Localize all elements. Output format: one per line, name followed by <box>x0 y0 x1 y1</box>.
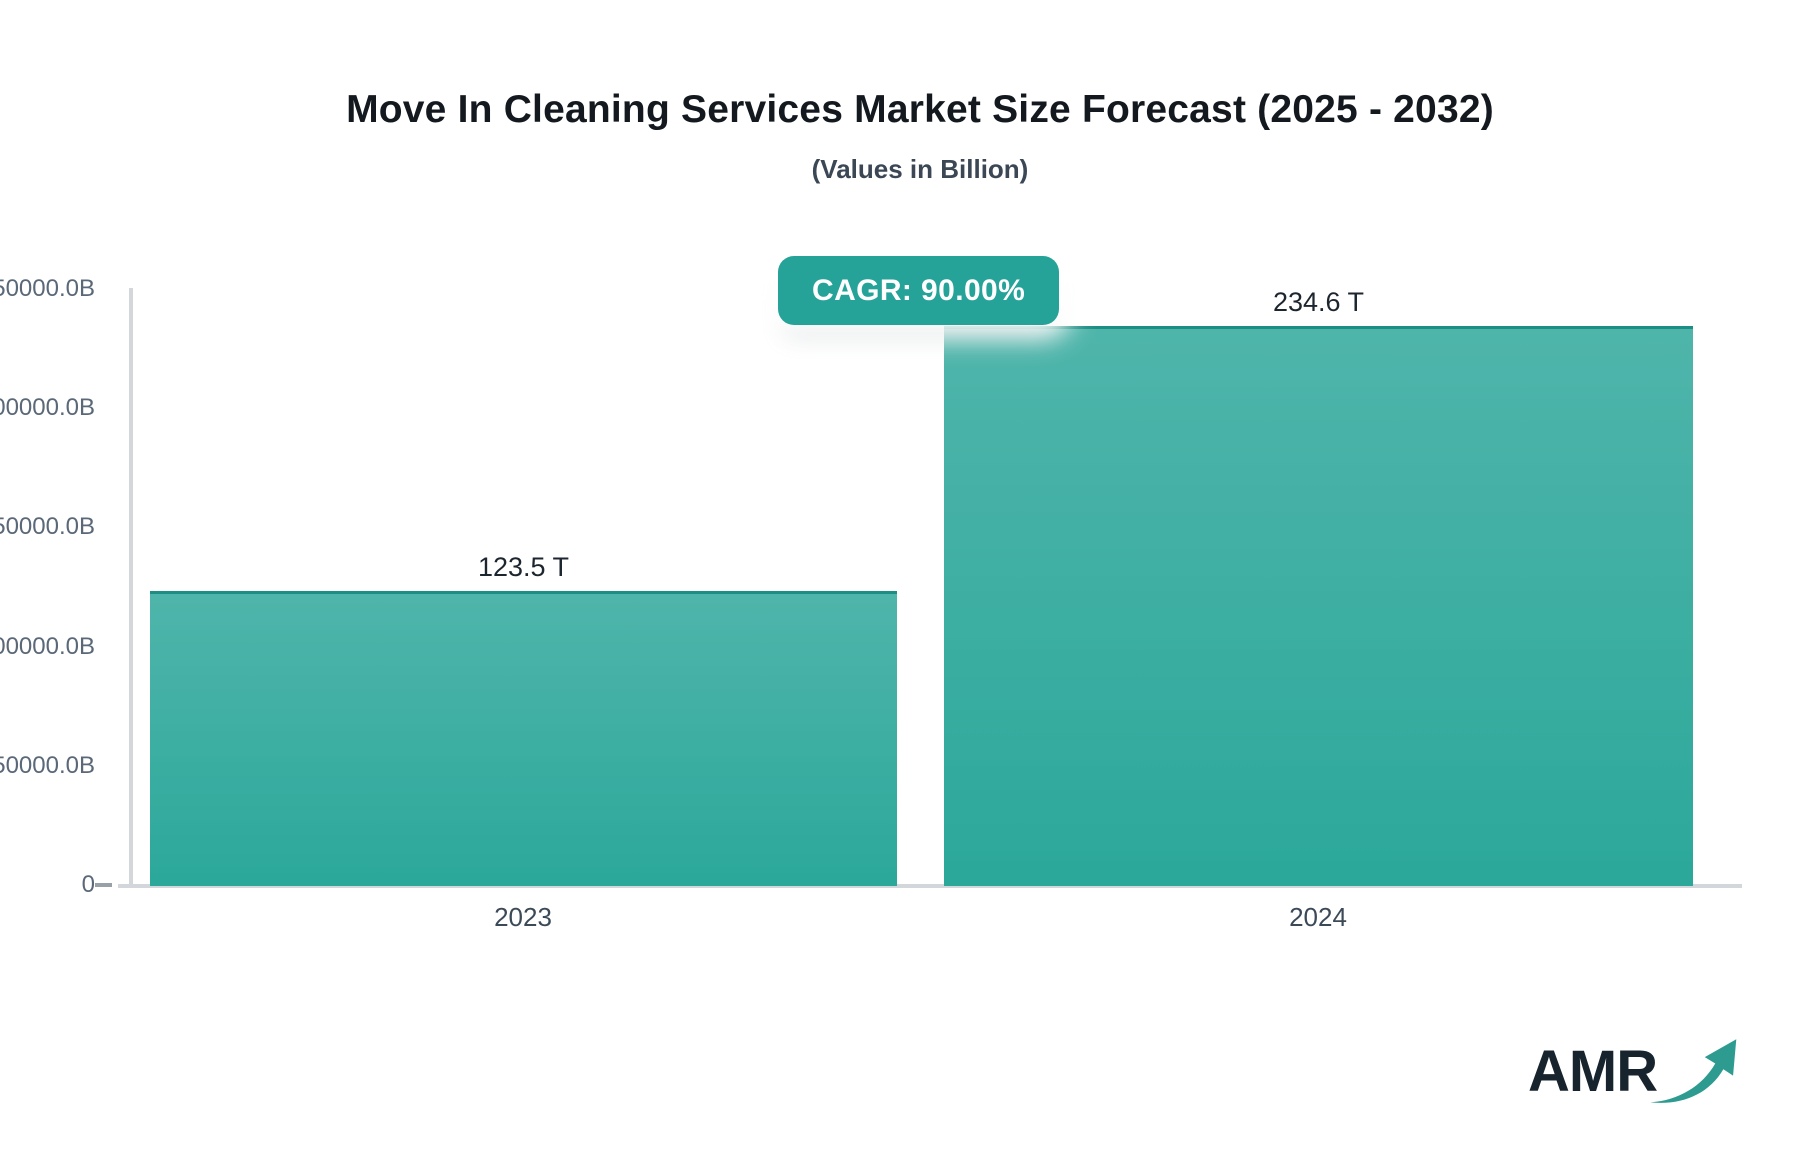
chart-header: Move In Cleaning Services Market Size Fo… <box>40 88 1800 185</box>
x-axis-label-2024: 2024 <box>1289 902 1347 932</box>
y-tick-label: 0 <box>81 871 95 898</box>
cagr-badge: CAGR: 90.00% <box>778 256 1060 325</box>
y-tick-label: 150000.0B <box>0 513 95 540</box>
chart-subtitle: (Values in Billion) <box>811 154 1029 184</box>
growth-arrow-icon <box>1650 1039 1737 1103</box>
cagr-badge-label: CAGR: 90.00% <box>812 273 1026 307</box>
amr-logo: AMR <box>1528 1030 1738 1114</box>
y-tick-label: 100000.0B <box>0 633 95 660</box>
y-axis-line <box>129 288 133 886</box>
bar-value-label: 234.6 T <box>1272 287 1365 317</box>
y-axis-zero-tick <box>95 883 112 887</box>
bar-value-label: 123.5 T <box>477 552 570 582</box>
amr-logo-text: AMR <box>1528 1039 1658 1104</box>
bar-2024[interactable]: 234.6 T <box>944 287 1693 886</box>
y-tick-label: 50000.0B <box>0 752 95 779</box>
x-axis-line <box>118 884 1742 888</box>
y-tick-label: 200000.0B <box>0 394 95 421</box>
x-axis-label-2023: 2023 <box>494 902 552 932</box>
bar-2023[interactable]: 123.5 T <box>150 552 897 886</box>
y-tick-label: 250000.0B <box>0 275 95 302</box>
chart-title: Move In Cleaning Services Market Size Fo… <box>346 88 1494 131</box>
